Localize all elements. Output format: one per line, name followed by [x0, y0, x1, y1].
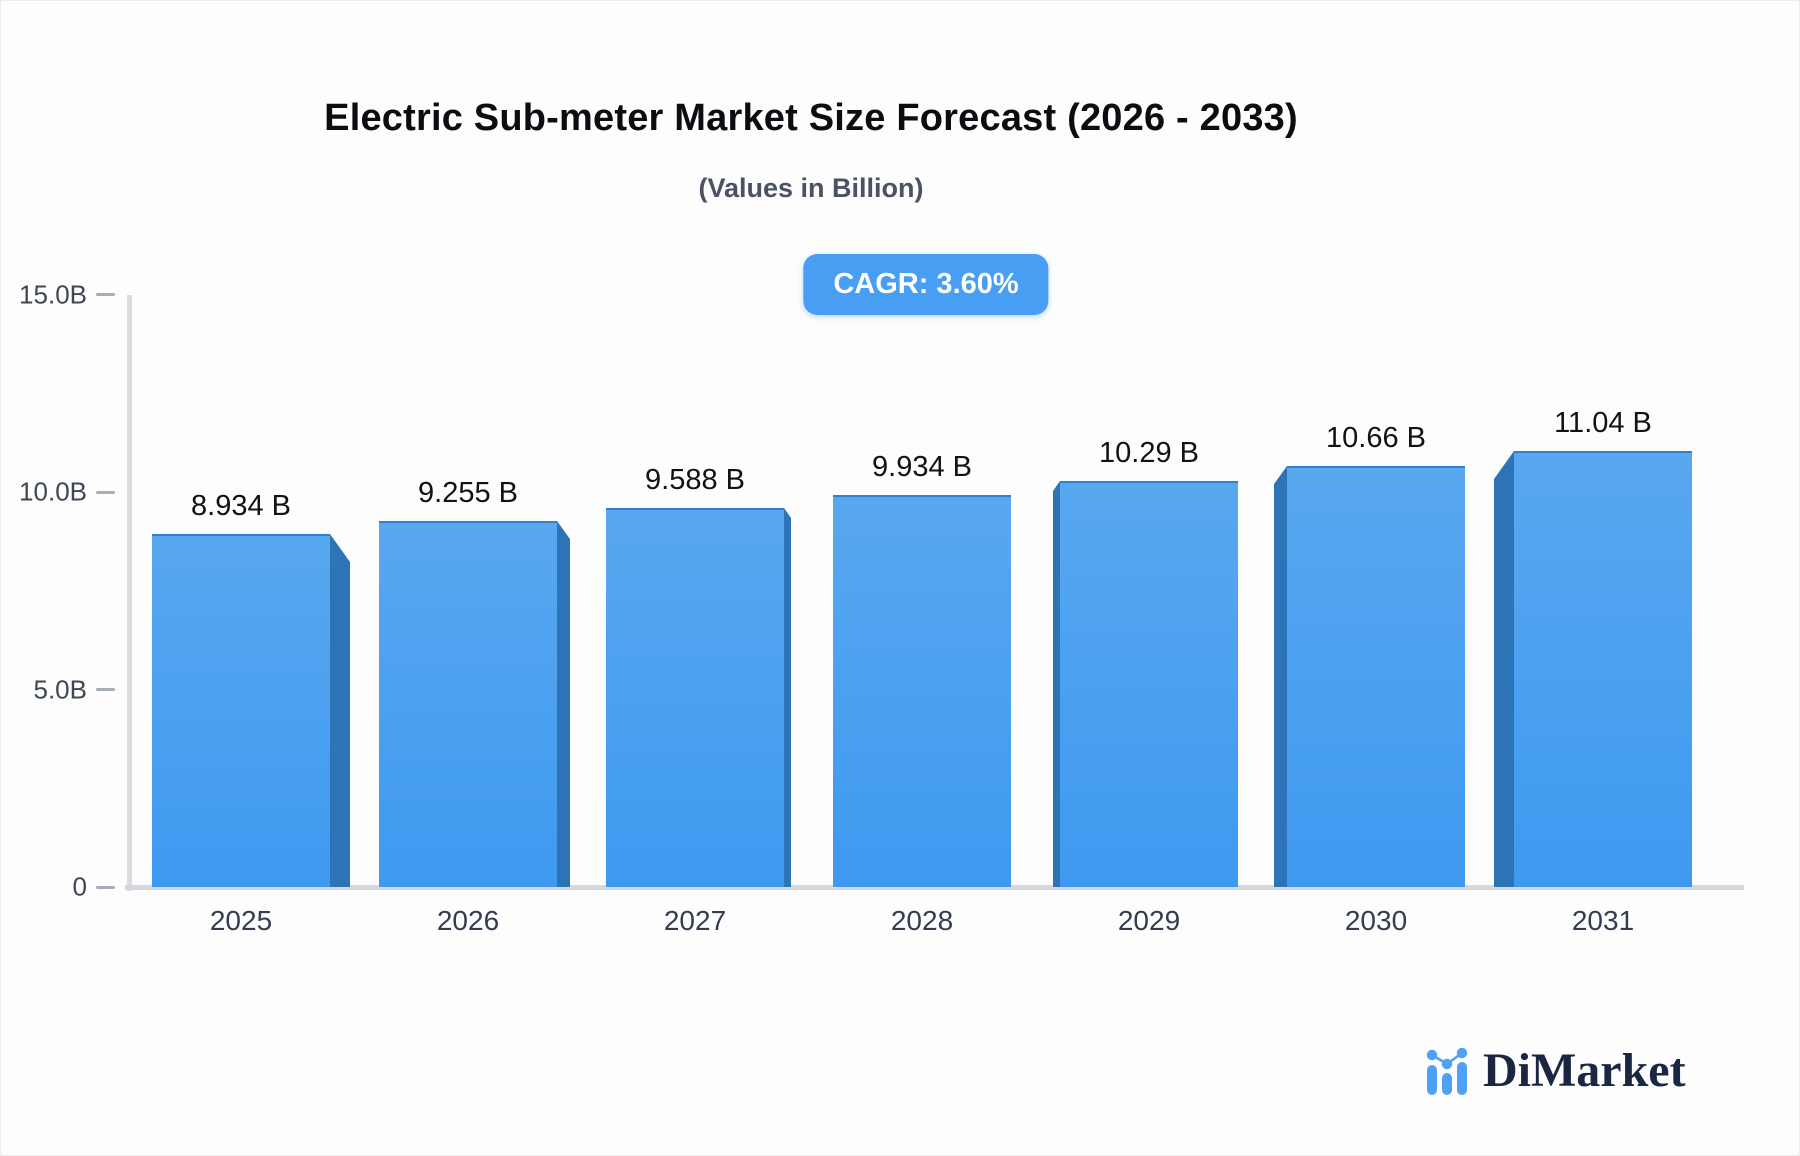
- bar-chart-logo-icon: [1426, 1047, 1468, 1095]
- bar-face: [152, 534, 330, 887]
- bar-value-label: 9.255 B: [418, 477, 518, 509]
- bar-value-label: 9.588 B: [645, 464, 745, 496]
- x-tick-label: 2027: [663, 905, 727, 936]
- bar-face: [833, 495, 1011, 887]
- bar-face: [1514, 451, 1692, 887]
- bar-value-label: 10.66 B: [1326, 422, 1426, 454]
- bar-value-label: 8.934 B: [191, 490, 291, 522]
- x-axis-line: [125, 885, 1744, 890]
- bar-value-label: 9.934 B: [872, 451, 972, 483]
- bar-face: [1060, 481, 1238, 887]
- bar-side-3d: [330, 534, 350, 887]
- bar-side-3d: [1274, 466, 1287, 887]
- cagr-badge: CAGR: 3.60%: [803, 254, 1049, 315]
- bar-face: [606, 508, 784, 887]
- bar: [606, 508, 791, 887]
- y-tick-dash: [96, 688, 115, 691]
- y-tick-label: 0: [72, 871, 87, 902]
- bar: [379, 521, 570, 887]
- bar: [1274, 466, 1465, 887]
- chart-subtitle: (Values in Billion): [698, 173, 924, 203]
- bar-side-3d: [1494, 451, 1514, 887]
- y-tick-dash: [96, 490, 115, 494]
- y-tick-label: 5.0B: [33, 674, 88, 704]
- brand-name: DiMarket: [1483, 1044, 1686, 1097]
- bar-value-label: 11.04 B: [1554, 407, 1652, 439]
- bar-side-3d: [784, 508, 791, 887]
- bar-side-3d: [557, 521, 570, 887]
- y-axis-line: [127, 294, 132, 891]
- bar-face: [379, 521, 557, 887]
- chart-title: Electric Sub-meter Market Size Forecast …: [324, 97, 1298, 139]
- bar: [833, 495, 1011, 887]
- y-tick-label: 10.0B: [19, 476, 87, 507]
- x-tick-label: 2025: [209, 905, 273, 936]
- y-tick-dash: [96, 885, 115, 889]
- y-tick-dash: [96, 293, 115, 296]
- y-tick-label: 15.0B: [19, 279, 87, 309]
- brand-logo: DiMarket: [1425, 1043, 1686, 1098]
- x-tick-label: 2028: [890, 905, 954, 936]
- bar: [1494, 451, 1692, 887]
- x-tick-label: 2031: [1571, 905, 1635, 936]
- x-tick-label: 2026: [436, 905, 500, 936]
- x-tick-label: 2030: [1344, 905, 1408, 936]
- bar-side-3d: [1053, 481, 1060, 887]
- bar-face: [1287, 466, 1465, 887]
- bar: [1053, 481, 1238, 887]
- x-tick-label: 2029: [1117, 905, 1181, 936]
- bar-value-label: 10.29 B: [1099, 437, 1199, 469]
- bar: [152, 534, 350, 887]
